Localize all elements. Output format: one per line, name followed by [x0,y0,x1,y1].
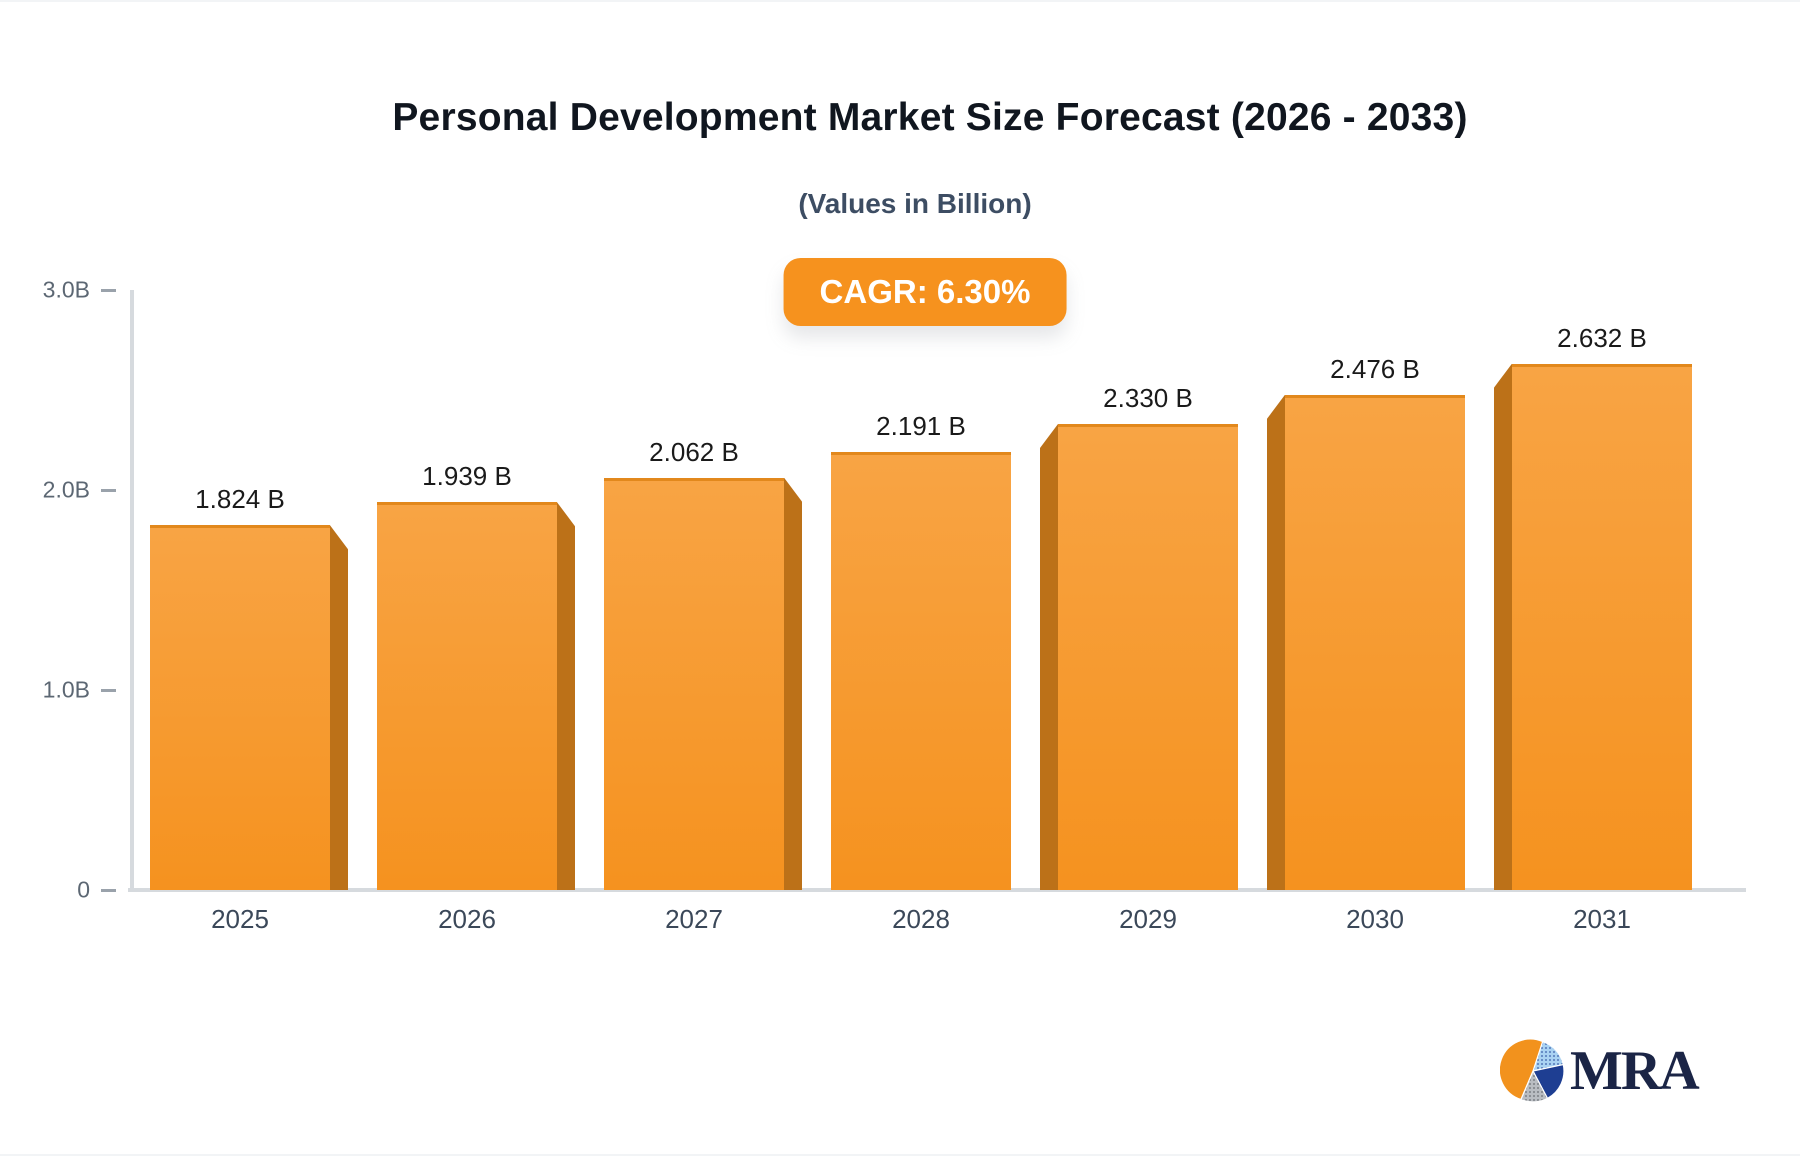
chart-title: Personal Development Market Size Forecas… [392,96,1468,139]
x-tick-label: 2028 [892,904,950,934]
y-tick-label: 3.0B [42,276,90,303]
y-tick-dash [101,688,116,692]
bar-side-face [330,525,348,890]
chart-subtitle: (Values in Billion) [798,188,1032,219]
cagr-badge: CAGR: 6.30% [783,258,1067,326]
bar [1512,363,1692,890]
bar [377,502,557,890]
x-tick-label: 2029 [1119,904,1177,934]
y-tick-label: 0 [77,876,90,903]
y-tick-dash [101,288,116,292]
bar-value-label: 2.191 B [876,410,966,441]
x-tick-label: 2030 [1346,904,1404,934]
bar-side-face [1267,394,1285,890]
bar-value-label: 2.632 B [1557,322,1647,353]
bar-side-face [1040,424,1058,890]
x-tick-label: 2025 [211,904,269,934]
y-tick-label: 2.0B [42,476,90,503]
y-tick-label: 1.0B [42,676,90,703]
x-tick-label: 2027 [665,904,723,934]
bar [831,451,1011,890]
y-tick-dash [101,488,116,492]
bar [1058,424,1238,890]
bar [604,477,784,890]
bar-side-face [784,477,802,890]
x-tick-label: 2026 [438,904,496,934]
brand-logo: MRA [1500,1038,1700,1104]
bar-value-label: 1.939 B [422,461,512,492]
y-tick-dash [101,888,116,892]
bar-value-label: 2.330 B [1103,383,1193,413]
bar [150,525,330,890]
brand-text: MRA [1570,1040,1700,1102]
x-tick-label: 2031 [1573,904,1631,934]
y-axis-line [130,290,134,892]
x-axis-line [128,888,1746,892]
bar-value-label: 2.062 B [649,436,739,467]
pie-chart-icon [1500,1038,1565,1103]
bar-side-face [1494,363,1512,890]
bar-side-face [557,502,575,890]
bar [1285,394,1465,890]
bar-value-label: 1.824 B [195,484,285,515]
bar-value-label: 2.476 B [1330,353,1420,384]
